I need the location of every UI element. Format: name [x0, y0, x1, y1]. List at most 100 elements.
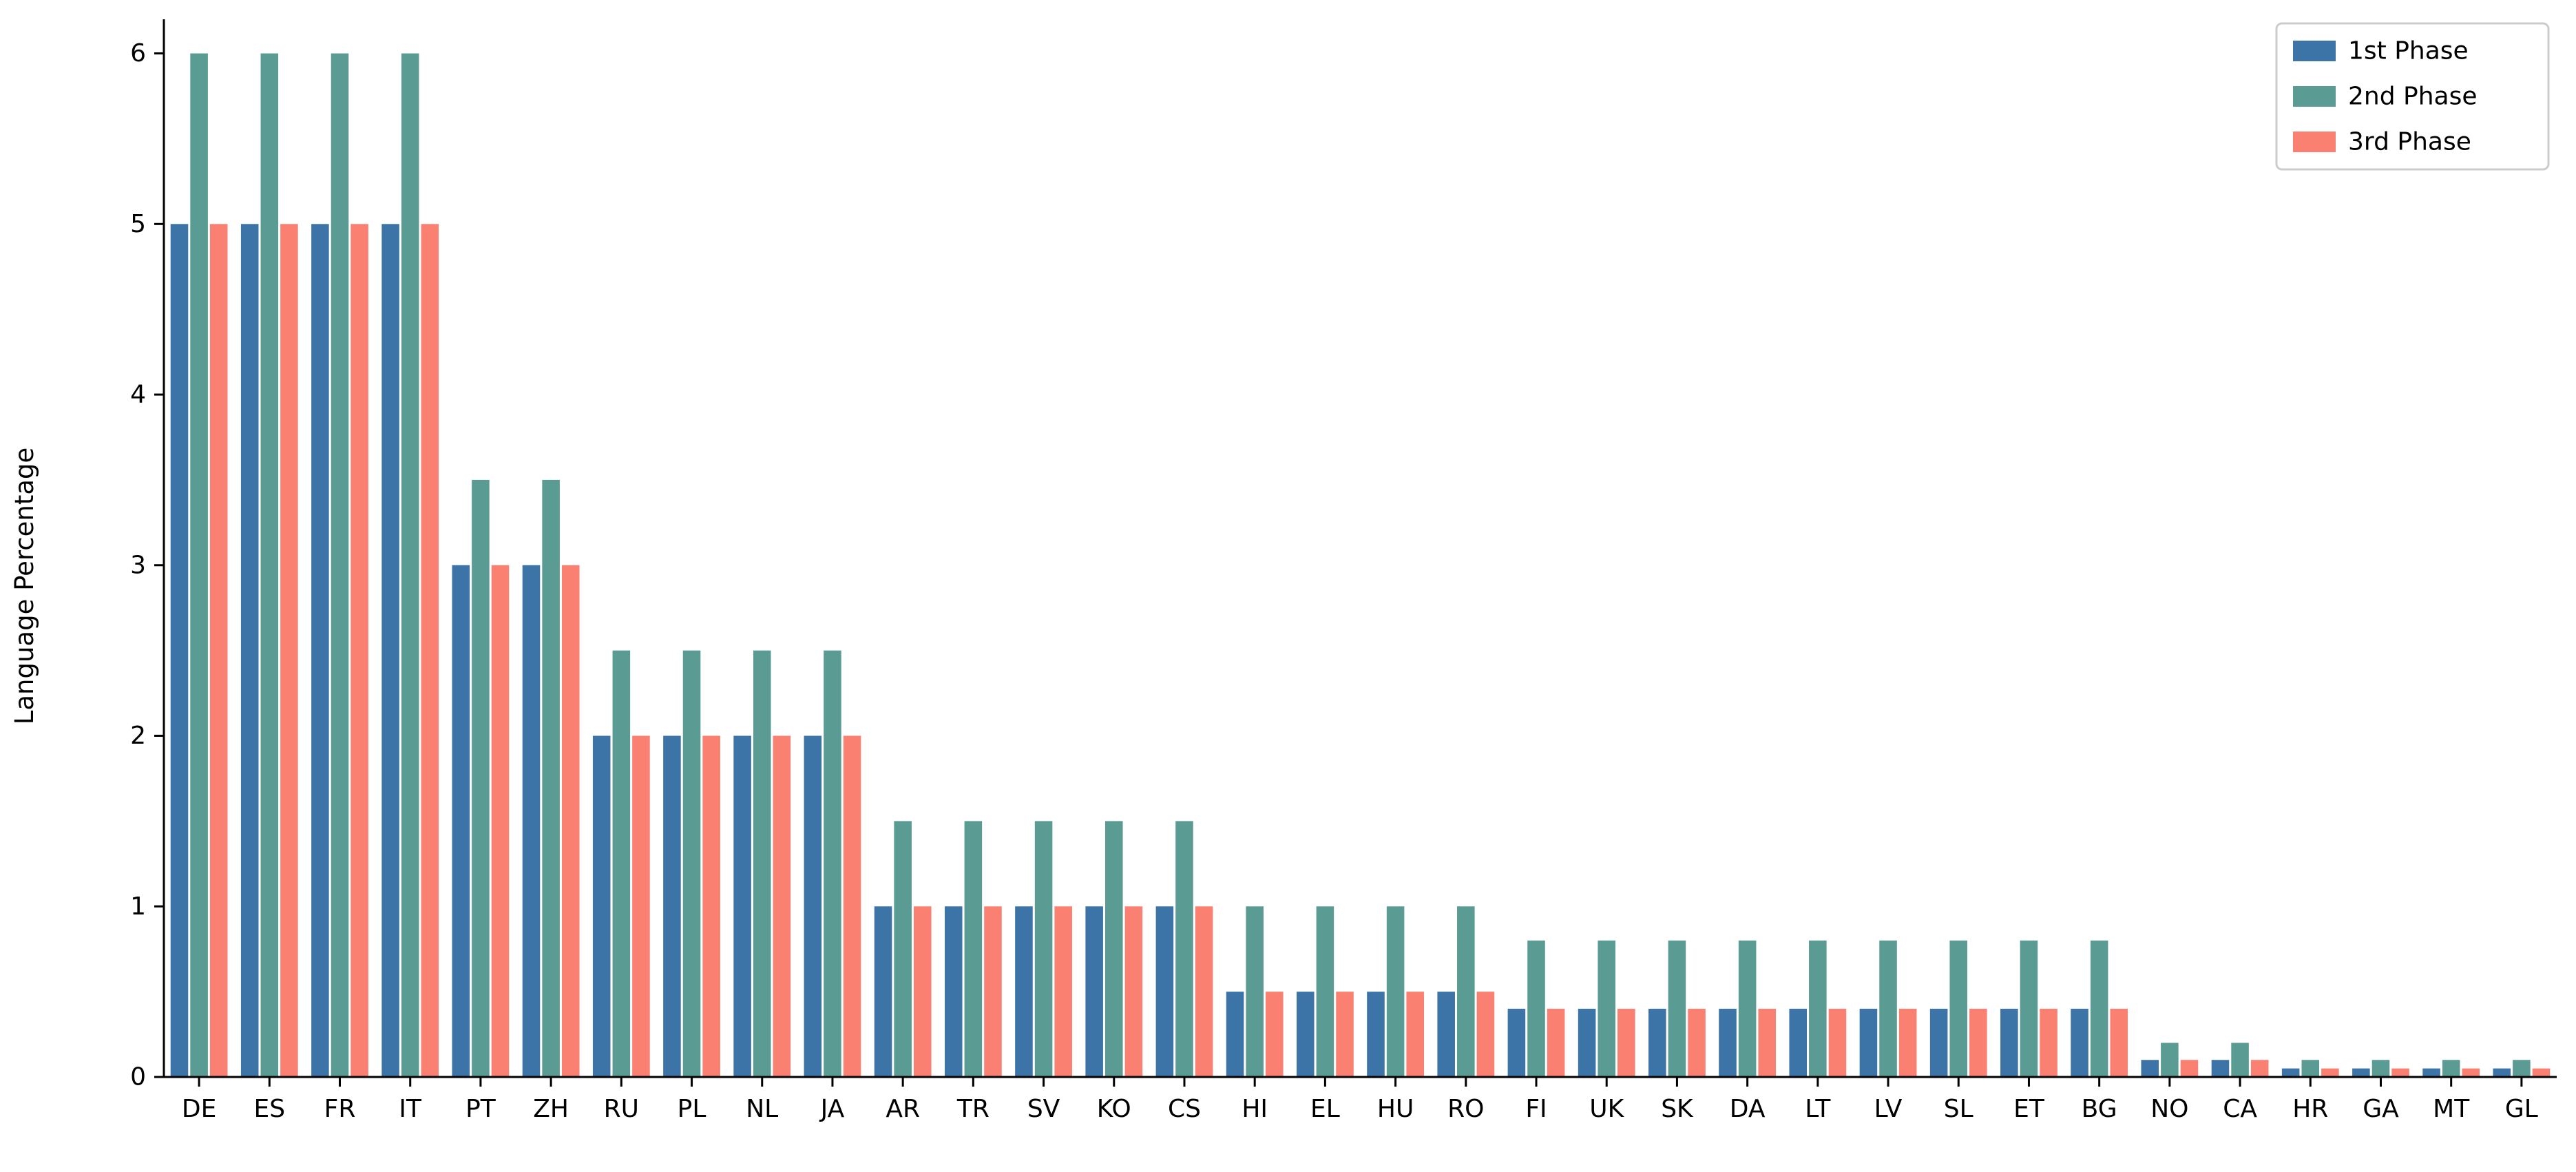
bar [190, 53, 208, 1077]
bar [2422, 1068, 2440, 1077]
bar [2020, 940, 2038, 1077]
bar [2321, 1068, 2339, 1077]
bar [964, 821, 983, 1077]
bar [2391, 1068, 2409, 1077]
bar [452, 565, 470, 1077]
bar [843, 735, 861, 1077]
x-tick-label: CS [1168, 1095, 1201, 1123]
bar [1034, 821, 1053, 1077]
bar [542, 479, 560, 1077]
bar [1738, 940, 1757, 1077]
x-tick-label: GL [2505, 1095, 2538, 1123]
legend-swatch [2293, 132, 2336, 152]
bar [824, 650, 841, 1077]
bar [1859, 1008, 1878, 1077]
y-tick-label: 1 [130, 892, 146, 921]
bar [1578, 1008, 1596, 1077]
bar [1336, 992, 1354, 1077]
bar [240, 224, 259, 1077]
y-tick-label: 4 [130, 381, 146, 409]
bar [592, 735, 611, 1077]
bar [2352, 1068, 2370, 1077]
bar [1688, 1008, 1706, 1077]
x-tick-label: HU [1377, 1095, 1414, 1123]
bar [2090, 940, 2108, 1077]
bar [1085, 906, 1103, 1077]
bar [170, 224, 189, 1077]
bar [1789, 1008, 1807, 1077]
bar [350, 224, 368, 1077]
bar [280, 224, 298, 1077]
bar [1617, 1008, 1635, 1077]
bar [209, 224, 228, 1077]
x-tick-label: PT [465, 1095, 496, 1123]
bar [1105, 821, 1123, 1077]
x-tick-label: FR [324, 1095, 356, 1123]
x-tick-label: KO [1097, 1095, 1131, 1123]
bar [2211, 1060, 2230, 1077]
x-tick-label: LT [1805, 1095, 1831, 1123]
bar [1437, 992, 1455, 1077]
bar [522, 565, 541, 1077]
x-tick-label: HR [2292, 1095, 2328, 1123]
bar [632, 735, 650, 1077]
bar [1828, 1008, 1847, 1077]
x-tick-label: LV [1874, 1095, 1903, 1123]
bar [1507, 1008, 1526, 1077]
bar [2301, 1060, 2320, 1077]
bar [2442, 1060, 2460, 1077]
bar [1195, 906, 1213, 1077]
x-tick-label: ET [2013, 1095, 2045, 1123]
bar [1226, 992, 1244, 1077]
bar [2281, 1068, 2300, 1077]
bar [1124, 906, 1143, 1077]
x-tick-label: IT [399, 1095, 422, 1123]
y-tick-label: 6 [130, 39, 146, 67]
bar [944, 906, 963, 1077]
bar [1809, 940, 1827, 1077]
bar [472, 479, 490, 1077]
x-tick-label: GA [2363, 1095, 2399, 1123]
bar [1648, 1008, 1666, 1077]
x-tick-label: NO [2150, 1095, 2188, 1123]
x-tick-label: PL [678, 1095, 706, 1123]
bar [984, 906, 1002, 1077]
bar [1406, 992, 1424, 1077]
bar [2071, 1008, 2088, 1077]
bar [401, 53, 419, 1077]
bar [2161, 1043, 2179, 1077]
bar [2141, 1060, 2159, 1077]
legend-box [2275, 22, 2550, 171]
bar [1367, 992, 1385, 1077]
bar [1015, 906, 1033, 1077]
bar [1598, 940, 1615, 1077]
bar [1297, 992, 1315, 1077]
bar [2462, 1068, 2480, 1077]
bar [612, 650, 631, 1077]
bar [2250, 1060, 2269, 1077]
legend-swatch [2293, 41, 2336, 61]
bar [663, 735, 681, 1077]
bar [260, 53, 279, 1077]
bar [1969, 1008, 1987, 1077]
bar [682, 650, 701, 1077]
bar [753, 650, 771, 1077]
bar [1155, 906, 1174, 1077]
x-tick-label: DA [1730, 1095, 1766, 1123]
bar [874, 906, 892, 1077]
legend-entry-label: 2nd Phase [2348, 83, 2478, 111]
bar [894, 821, 912, 1077]
x-tick-label: EL [1310, 1095, 1340, 1123]
axes-layer: 0 1 2 3 4 5 6 DE ES FR IT PT ZH RU PL NL JA AR TR SV KO CS HI E… [130, 19, 2557, 1123]
x-tick-label: NL [746, 1095, 778, 1123]
bars-layer [170, 53, 2551, 1077]
legend-entry-label: 3rd Phase [2348, 128, 2471, 156]
bar [381, 224, 399, 1077]
x-tick-label: ES [254, 1095, 286, 1123]
bar [1246, 906, 1264, 1077]
bar [1266, 992, 1284, 1077]
bar [2110, 1008, 2128, 1077]
x-tick-label: BG [2082, 1095, 2117, 1123]
